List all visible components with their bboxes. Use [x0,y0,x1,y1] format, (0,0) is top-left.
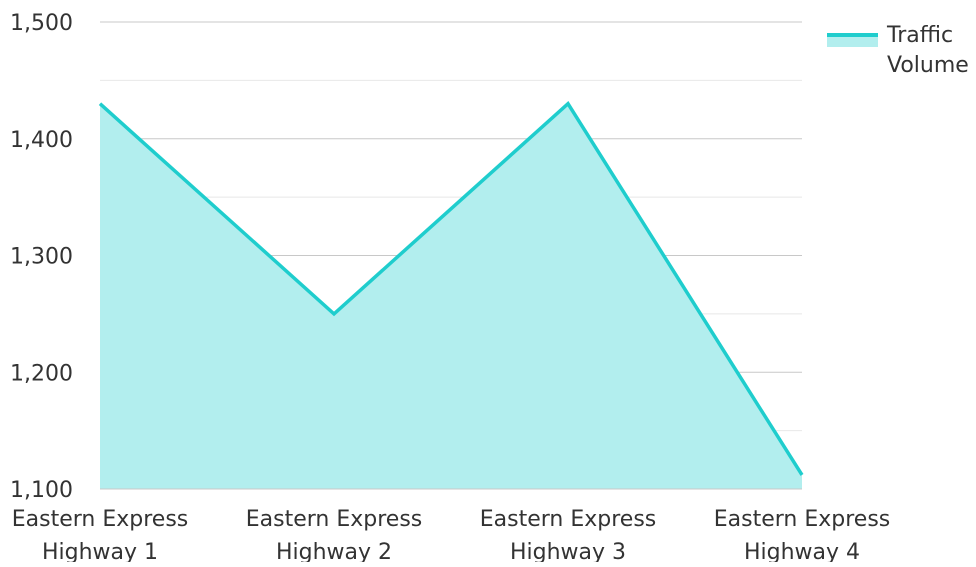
legend-label: Traffic Volume [886,23,969,78]
x-tick-label: Eastern Express Highway 1 [12,507,189,562]
x-tick-label: Eastern Express Highway 2 [246,507,423,562]
x-tick-label-line: Highway 4 [744,540,860,562]
y-tick-label: 1,500 [10,11,73,36]
legend-label-line: Volume [887,53,969,78]
x-tick-label: Eastern Express Highway 4 [714,507,891,562]
legend: Traffic Volume [827,23,969,78]
legend-label-line: Traffic [886,23,953,48]
y-axis: 1,100 1,200 1,300 1,400 1,500 [10,11,73,503]
series-area-fill [100,104,802,489]
x-tick-label-line: Eastern Express [714,507,891,532]
x-tick-label-line: Highway 3 [510,540,626,562]
y-tick-label: 1,100 [10,478,73,503]
x-tick-label-line: Eastern Express [246,507,423,532]
x-tick-label: Eastern Express Highway 3 [480,507,657,562]
area-layer [100,104,802,489]
y-tick-label: 1,400 [10,128,73,153]
y-tick-label: 1,200 [10,361,73,386]
x-tick-label-line: Eastern Express [12,507,189,532]
x-tick-label-line: Highway 1 [42,540,158,562]
x-tick-label-line: Highway 2 [276,540,392,562]
x-axis: Eastern Express Highway 1 Eastern Express H… [12,489,891,562]
y-tick-label: 1,300 [10,245,73,270]
x-tick-label-line: Eastern Express [480,507,657,532]
